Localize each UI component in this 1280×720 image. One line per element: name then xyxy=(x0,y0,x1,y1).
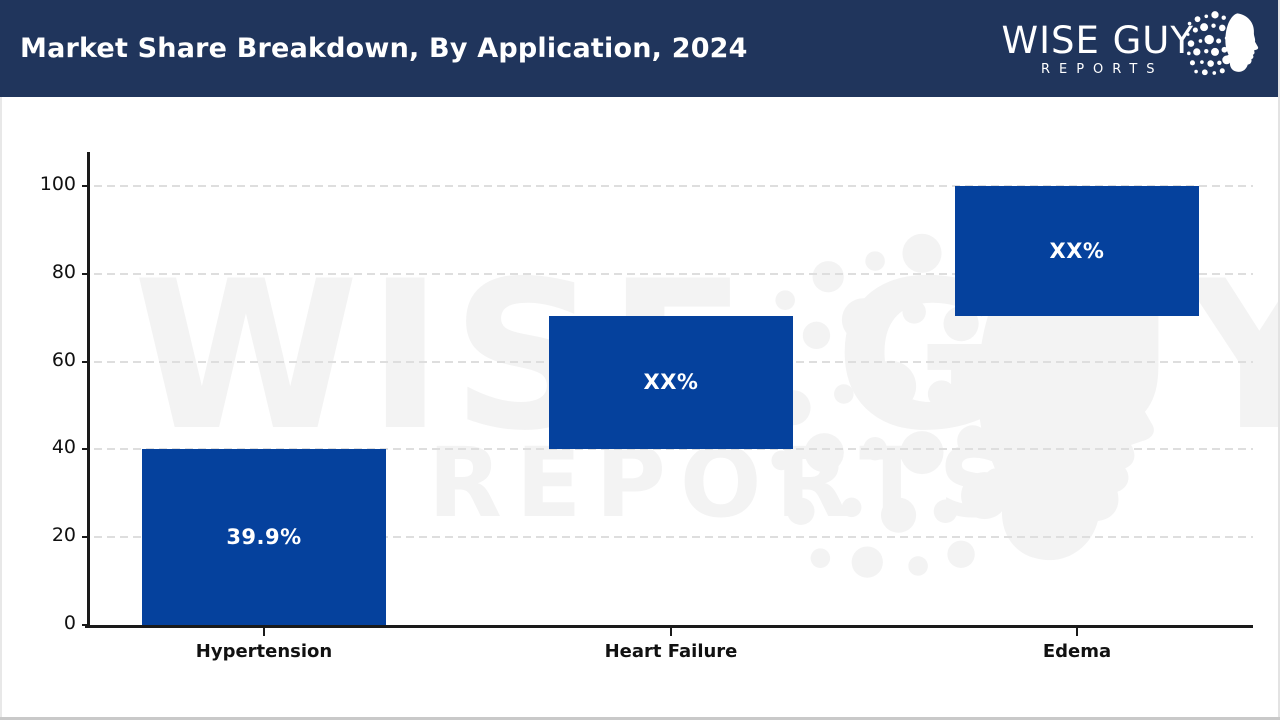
x-axis-category-label: Hypertension xyxy=(195,641,333,662)
y-axis-tick-label: 80 xyxy=(51,260,76,283)
chart-plot-area: WISE GUY REPORTS 02040608010039.9%Hypert… xyxy=(0,97,1280,720)
wiseguy-face-icon xyxy=(1186,10,1259,75)
page-edge-bottom xyxy=(0,717,1280,720)
watermark-face-icon xyxy=(769,233,1154,578)
y-axis-tick xyxy=(82,624,90,626)
x-axis-category-label: Edema xyxy=(1042,641,1112,662)
page-edge-left xyxy=(0,97,2,720)
y-axis-tick xyxy=(82,185,90,187)
wiseguy-logo-text: WISE GUY REPORTS xyxy=(1002,22,1194,76)
bar-edema: XX% xyxy=(955,186,1199,316)
page-title: Market Share Breakdown, By Application, … xyxy=(20,33,748,64)
x-axis-category-label: Heart Failure xyxy=(604,641,738,662)
page-edge-right xyxy=(1278,0,1280,720)
y-axis-tick-label: 20 xyxy=(51,524,76,547)
gridline-y-100 xyxy=(94,185,1253,187)
y-axis-tick xyxy=(82,360,90,363)
y-axis-tick-label: 60 xyxy=(51,348,76,371)
gridline-y-40 xyxy=(94,448,1253,451)
y-axis-tick-label: 100 xyxy=(39,173,76,195)
bar-value-label-edema: XX% xyxy=(1049,238,1105,263)
wiseguy-logo-subtitle: REPORTS xyxy=(1040,61,1164,77)
x-axis-tick xyxy=(670,628,672,636)
y-axis-line xyxy=(87,152,90,628)
wiseguy-logo-wordmark: WISE GUY xyxy=(1001,18,1194,62)
y-axis-tick xyxy=(82,448,90,451)
bar-value-label-heart-failure: XX% xyxy=(643,370,699,395)
gridline-y-80 xyxy=(94,272,1253,275)
x-axis-tick xyxy=(263,628,265,636)
gridline-y-20 xyxy=(94,536,1253,539)
y-axis-tick xyxy=(82,272,90,275)
x-axis-line xyxy=(85,625,1253,628)
bar-value-label-hypertension: 39.9% xyxy=(226,525,302,550)
bar-heart-failure: XX% xyxy=(549,315,793,450)
bar-hypertension: 39.9% xyxy=(142,449,386,625)
header-bar: Market Share Breakdown, By Application, … xyxy=(0,0,1280,97)
y-axis-tick xyxy=(82,536,90,539)
y-axis-tick-label: 40 xyxy=(51,436,76,459)
y-axis-tick-label: 0 xyxy=(63,612,76,634)
wiseguy-logo: WISE GUY REPORTS xyxy=(1002,9,1280,89)
x-axis-tick xyxy=(1076,628,1078,636)
